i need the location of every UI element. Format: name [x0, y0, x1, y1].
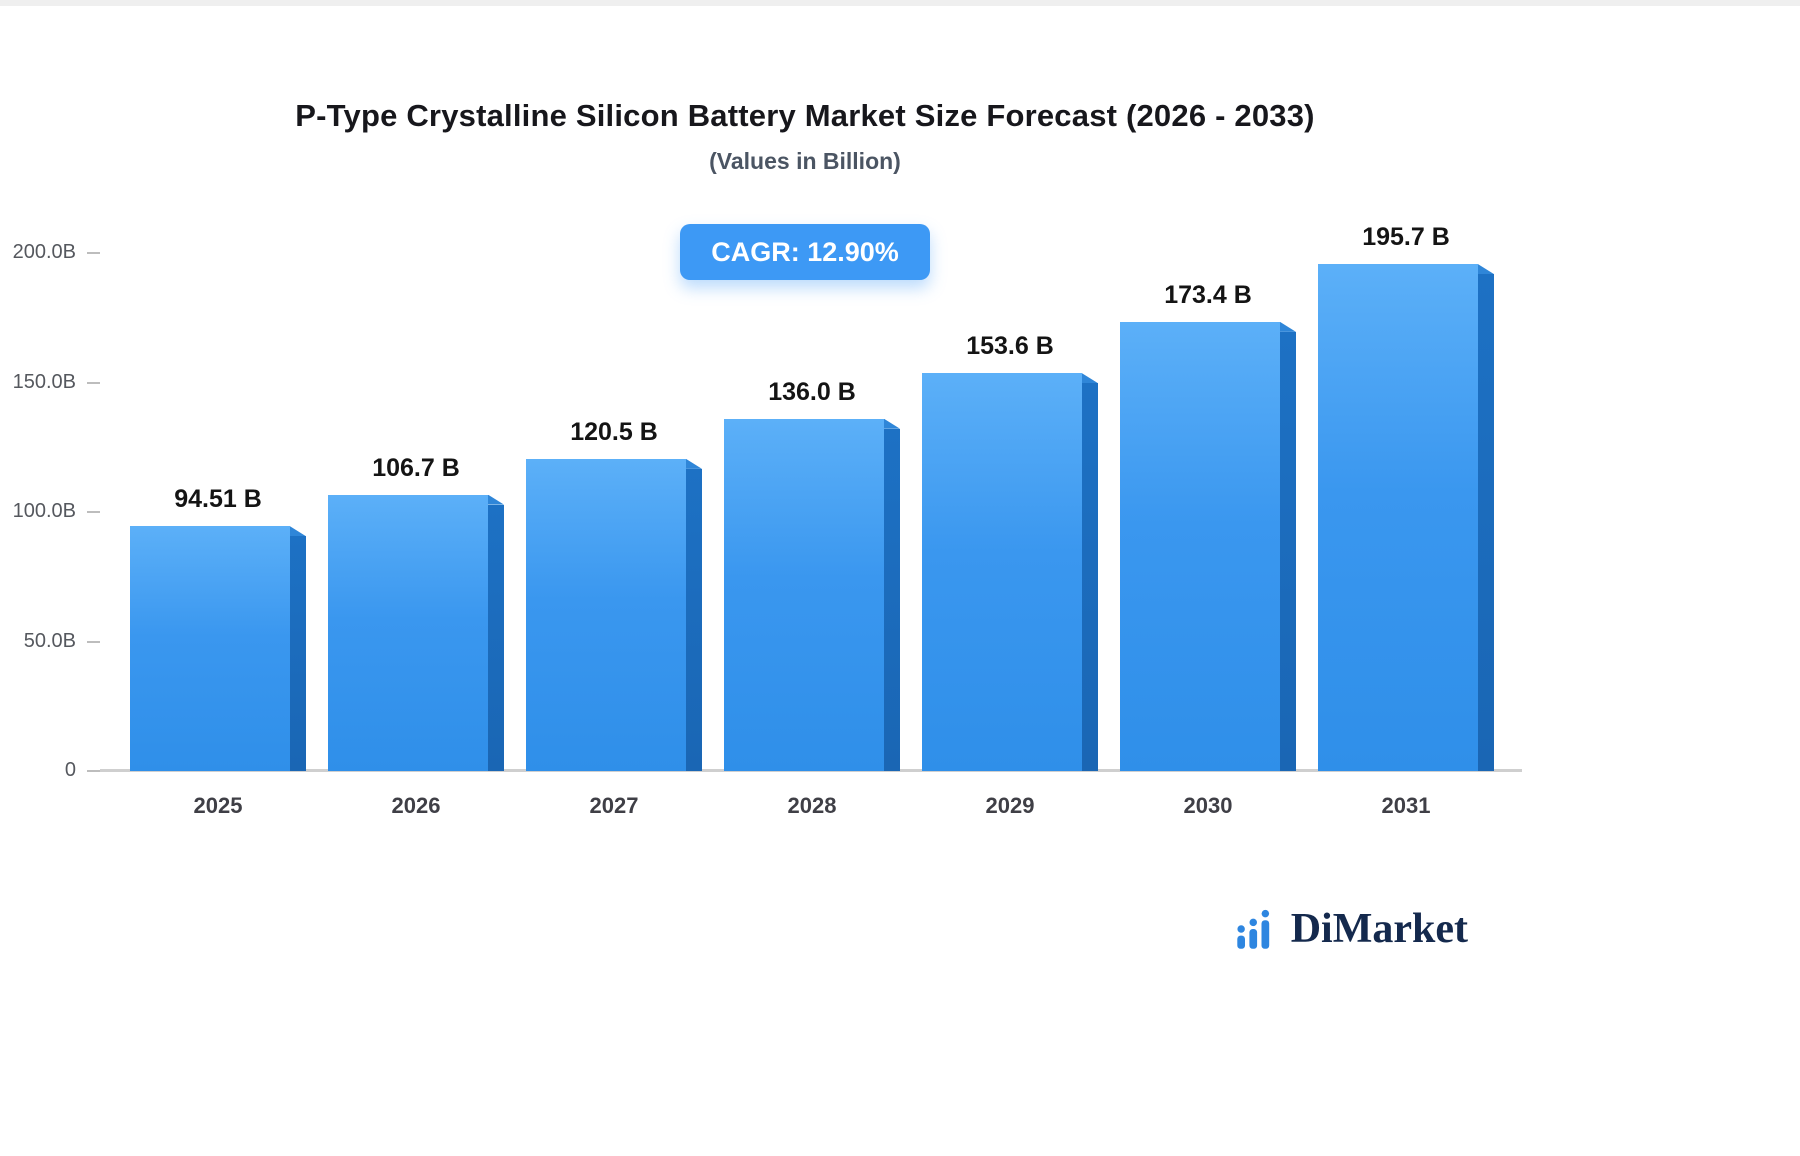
- bar-top-edge: [488, 494, 504, 505]
- y-axis-tick-mark: [87, 511, 100, 513]
- y-axis-tick-mark: [87, 640, 100, 643]
- y-axis-tick-mark: [87, 252, 100, 254]
- bar-side-face: [686, 468, 702, 771]
- bar-group: 153.6 B 2029: [922, 332, 1098, 818]
- y-axis-tick-mark: [87, 770, 100, 772]
- bar: [922, 373, 1082, 771]
- bar-top-edge: [290, 526, 306, 537]
- bar: [1120, 321, 1280, 771]
- bar: [1318, 264, 1478, 771]
- x-axis-category-label: 2027: [589, 793, 639, 818]
- bar-side-face: [488, 504, 504, 771]
- bar-chart-logo-icon: [1237, 909, 1269, 949]
- bar-value-label: 106.7 B: [372, 453, 460, 482]
- bar-top-edge: [884, 418, 900, 429]
- y-axis-tick-label: 150.0B: [12, 370, 76, 393]
- x-axis-category-label: 2028: [787, 793, 837, 818]
- bar-side-face: [290, 536, 306, 771]
- brand-logo: DiMarket: [1233, 905, 1468, 953]
- bar-top-edge: [1478, 264, 1494, 275]
- bar-value-label: 173.4 B: [1164, 280, 1252, 309]
- bar-group: 120.5 B 2027: [526, 418, 702, 818]
- bar-top-edge: [686, 458, 702, 469]
- bar-group: 136.0 B 2028: [724, 378, 900, 818]
- x-axis-category-label: 2031: [1381, 793, 1431, 818]
- bar-value-label: 94.51 B: [174, 485, 262, 514]
- bar: [328, 494, 488, 771]
- x-axis-category-label: 2025: [193, 793, 243, 818]
- bar-value-label: 120.5 B: [570, 417, 658, 446]
- bar-group: 173.4 B 2030: [1120, 281, 1296, 818]
- y-axis-tick-label: 0: [64, 759, 76, 781]
- bar-side-face: [1478, 274, 1494, 771]
- bar: [130, 526, 290, 771]
- bar-group: 106.7 B 2026: [328, 454, 504, 818]
- bar-top-edge: [1082, 373, 1098, 384]
- y-axis-tick-label: 200.0B: [12, 241, 76, 263]
- bar-value-label: 136.0 B: [768, 377, 856, 406]
- bar-side-face: [884, 428, 900, 771]
- cagr-badge: CAGR: 12.90%: [680, 224, 930, 280]
- bar: [724, 418, 884, 771]
- bar-group: 94.51 B 2025: [130, 485, 306, 818]
- x-axis-category-label: 2026: [391, 793, 441, 818]
- x-axis-category-label: 2029: [985, 793, 1035, 818]
- bar-group: 195.7 B 2031: [1318, 223, 1494, 818]
- bar: [526, 458, 686, 771]
- bar-side-face: [1280, 331, 1296, 771]
- x-axis-category-label: 2030: [1183, 793, 1233, 818]
- y-axis-tick-mark: [87, 381, 100, 384]
- bar-value-label: 195.7 B: [1362, 223, 1450, 252]
- y-axis: 0 50.0B 100.0B 150.0B 200.0B: [0, 241, 100, 781]
- chart-title: P-Type Crystalline Silicon Battery Marke…: [295, 98, 1315, 133]
- chart-subtitle: (Values in Billion): [709, 148, 901, 174]
- bar-value-label: 153.6 B: [966, 332, 1054, 361]
- y-axis-tick-label: 100.0B: [12, 500, 76, 522]
- bar-side-face: [1082, 383, 1098, 771]
- y-axis-tick-label: 50.0B: [23, 629, 76, 652]
- brand-name: DiMarket: [1290, 906, 1468, 952]
- top-border-strip: [0, 0, 1800, 6]
- bar-top-edge: [1280, 321, 1296, 332]
- bar-chart-plot-area: 94.51 B 2025 106.7 B 2026 120.5 B 2027 136.0 B…: [100, 223, 1522, 818]
- cagr-badge-label: CAGR: 12.90%: [711, 236, 899, 267]
